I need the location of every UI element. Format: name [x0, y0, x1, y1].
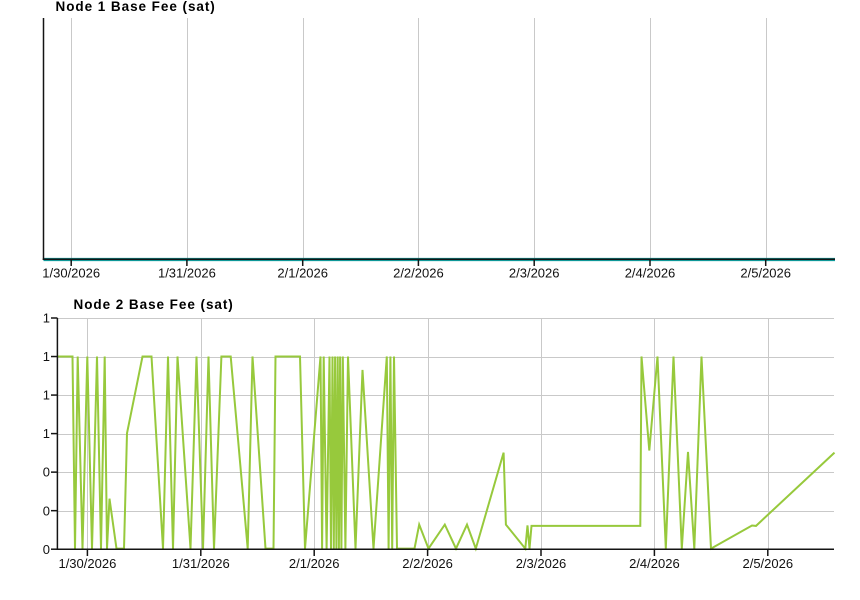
svg-text:2/3/2026: 2/3/2026 [516, 556, 567, 571]
svg-text:1: 1 [43, 349, 50, 364]
svg-text:1/31/2026: 1/31/2026 [158, 266, 216, 281]
svg-text:1/31/2026: 1/31/2026 [172, 556, 230, 571]
svg-text:1: 1 [43, 388, 50, 403]
svg-text:2/1/2026: 2/1/2026 [277, 266, 328, 281]
svg-text:2/5/2026: 2/5/2026 [742, 556, 793, 571]
svg-text:1/30/2026: 1/30/2026 [42, 266, 100, 281]
svg-text:Node 1 Base Fee (sat): Node 1 Base Fee (sat) [56, 0, 216, 14]
svg-text:1: 1 [43, 311, 50, 326]
svg-text:2/1/2026: 2/1/2026 [289, 556, 340, 571]
svg-text:2/3/2026: 2/3/2026 [509, 266, 560, 281]
svg-text:1/30/2026: 1/30/2026 [58, 556, 116, 571]
svg-text:Node 2 Base Fee (sat): Node 2 Base Fee (sat) [74, 297, 234, 312]
svg-text:2/5/2026: 2/5/2026 [740, 266, 791, 281]
svg-text:2/2/2026: 2/2/2026 [402, 556, 453, 571]
svg-text:2/4/2026: 2/4/2026 [625, 266, 676, 281]
svg-text:0: 0 [43, 542, 50, 557]
svg-text:2/4/2026: 2/4/2026 [629, 556, 680, 571]
svg-text:2/2/2026: 2/2/2026 [393, 266, 444, 281]
svg-text:0: 0 [43, 503, 50, 518]
svg-text:0: 0 [43, 465, 50, 480]
svg-text:1: 1 [43, 426, 50, 441]
